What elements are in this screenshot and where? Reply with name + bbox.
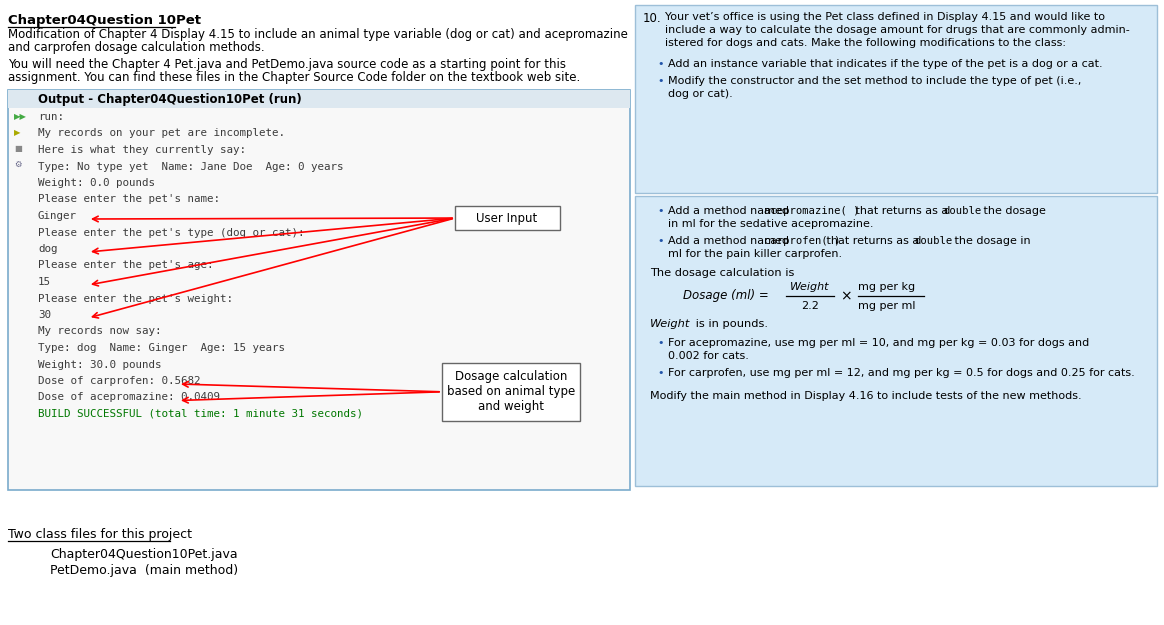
Text: Please enter the pet's name:: Please enter the pet's name:: [38, 194, 220, 204]
Text: Chapter04Question 10Pet: Chapter04Question 10Pet: [8, 14, 201, 27]
Text: carprofen( ): carprofen( ): [764, 236, 840, 246]
Text: run:: run:: [38, 112, 64, 122]
Text: mg per ml: mg per ml: [858, 301, 916, 311]
Text: Output - Chapter04Question10Pet (run): Output - Chapter04Question10Pet (run): [38, 92, 301, 106]
Text: •: •: [656, 206, 663, 216]
Text: Type: No type yet  Name: Jane Doe  Age: 0 years: Type: No type yet Name: Jane Doe Age: 0 …: [38, 161, 343, 171]
Text: My records now say:: My records now say:: [38, 326, 162, 336]
Text: BUILD SUCCESSFUL (total time: 1 minute 31 seconds): BUILD SUCCESSFUL (total time: 1 minute 3…: [38, 409, 363, 419]
Text: You will need the Chapter 4 Pet.java and PetDemo.java source code as a starting : You will need the Chapter 4 Pet.java and…: [8, 58, 566, 71]
Text: Weight: Weight: [790, 282, 830, 292]
Text: Add a method named: Add a method named: [668, 206, 793, 216]
Text: Please enter the pet's type (dog or cat):: Please enter the pet's type (dog or cat)…: [38, 228, 305, 238]
Bar: [636, 196, 1157, 486]
Text: istered for dogs and cats. Make the following modifications to the class:: istered for dogs and cats. Make the foll…: [665, 38, 1066, 48]
Text: Weight: 0.0 pounds: Weight: 0.0 pounds: [38, 178, 155, 188]
Bar: [8, 90, 630, 108]
Text: the dosage: the dosage: [980, 206, 1046, 216]
Text: is in pounds.: is in pounds.: [693, 319, 768, 329]
Text: For acepromazine, use mg per ml = 10, and mg per kg = 0.03 for dogs and: For acepromazine, use mg per ml = 10, an…: [668, 338, 1090, 348]
Text: Dose of carprofen: 0.5682: Dose of carprofen: 0.5682: [38, 376, 200, 386]
Text: Add a method named: Add a method named: [668, 236, 793, 246]
Text: User Input: User Input: [476, 211, 538, 224]
Text: Modify the constructor and the set method to include the type of pet (i.e.,: Modify the constructor and the set metho…: [668, 76, 1081, 86]
Text: Dosage (ml) =: Dosage (ml) =: [683, 289, 768, 302]
Text: include a way to calculate the dosage amount for drugs that are commonly admin-: include a way to calculate the dosage am…: [665, 25, 1130, 35]
Text: •: •: [656, 236, 663, 246]
Text: Add an instance variable that indicates if the type of the pet is a dog or a cat: Add an instance variable that indicates …: [668, 59, 1102, 69]
Text: dog or cat).: dog or cat).: [668, 89, 733, 99]
Text: acepromazine( ): acepromazine( ): [764, 206, 860, 216]
Bar: [455, 206, 560, 230]
Text: ▶▶: ▶▶: [14, 112, 27, 121]
Text: double: double: [914, 236, 952, 246]
Text: Weight: Weight: [650, 319, 690, 329]
Text: that returns as a: that returns as a: [852, 206, 952, 216]
Text: the dosage in: the dosage in: [951, 236, 1030, 246]
Text: ■: ■: [14, 144, 22, 153]
Text: Two class files for this project: Two class files for this project: [8, 528, 192, 541]
Text: 10.: 10.: [643, 12, 661, 25]
Text: Dose of acepromazine: 0.0409: Dose of acepromazine: 0.0409: [38, 392, 220, 402]
Text: The dosage calculation is: The dosage calculation is: [650, 268, 794, 278]
Text: ▶: ▶: [14, 128, 21, 137]
Text: Your vet’s office is using the Pet class defined in Display 4.15 and would like : Your vet’s office is using the Pet class…: [665, 12, 1105, 22]
Text: 15: 15: [38, 277, 51, 287]
Text: Modification of Chapter 4 Display 4.15 to include an animal type variable (dog o: Modification of Chapter 4 Display 4.15 t…: [8, 28, 627, 41]
Text: 30: 30: [38, 310, 51, 320]
Text: •: •: [656, 338, 663, 348]
Text: that returns as a: that returns as a: [823, 236, 923, 246]
Text: 2.2: 2.2: [801, 301, 819, 311]
Text: PetDemo.java  (main method): PetDemo.java (main method): [50, 564, 239, 577]
Text: Please enter the pet's age:: Please enter the pet's age:: [38, 261, 213, 271]
Text: double: double: [943, 206, 981, 216]
Text: •: •: [656, 59, 663, 69]
Text: and carprofen dosage calculation methods.: and carprofen dosage calculation methods…: [8, 41, 264, 54]
Text: Chapter04Question10Pet.java: Chapter04Question10Pet.java: [50, 548, 237, 561]
Text: Weight: 30.0 pounds: Weight: 30.0 pounds: [38, 359, 162, 369]
Text: in ml for the sedative acepromazine.: in ml for the sedative acepromazine.: [668, 219, 873, 229]
Text: Ginger: Ginger: [38, 211, 77, 221]
Text: For carprofen, use mg per ml = 12, and mg per kg = 0.5 for dogs and 0.25 for cat: For carprofen, use mg per ml = 12, and m…: [668, 368, 1135, 378]
Bar: [442, 362, 580, 421]
Text: ×: ×: [840, 289, 852, 303]
Text: ml for the pain killer carprofen.: ml for the pain killer carprofen.: [668, 249, 842, 259]
Text: Please enter the pet's weight:: Please enter the pet's weight:: [38, 294, 233, 304]
Text: ⚙: ⚙: [14, 160, 21, 169]
Text: •: •: [656, 368, 663, 378]
Bar: [8, 90, 630, 490]
Text: Here is what they currently say:: Here is what they currently say:: [38, 145, 246, 155]
Text: •: •: [656, 76, 663, 86]
Text: Modify the main method in Display 4.16 to include tests of the new methods.: Modify the main method in Display 4.16 t…: [650, 391, 1081, 401]
Text: dog: dog: [38, 244, 57, 254]
Text: mg per kg: mg per kg: [858, 282, 915, 292]
Text: 0.002 for cats.: 0.002 for cats.: [668, 351, 748, 361]
Text: Dosage calculation
based on animal type
and weight: Dosage calculation based on animal type …: [447, 370, 575, 413]
Bar: [636, 5, 1157, 193]
Text: Type: dog  Name: Ginger  Age: 15 years: Type: dog Name: Ginger Age: 15 years: [38, 343, 285, 353]
Text: assignment. You can find these files in the Chapter Source Code folder on the te: assignment. You can find these files in …: [8, 71, 580, 84]
Text: My records on your pet are incomplete.: My records on your pet are incomplete.: [38, 129, 285, 139]
